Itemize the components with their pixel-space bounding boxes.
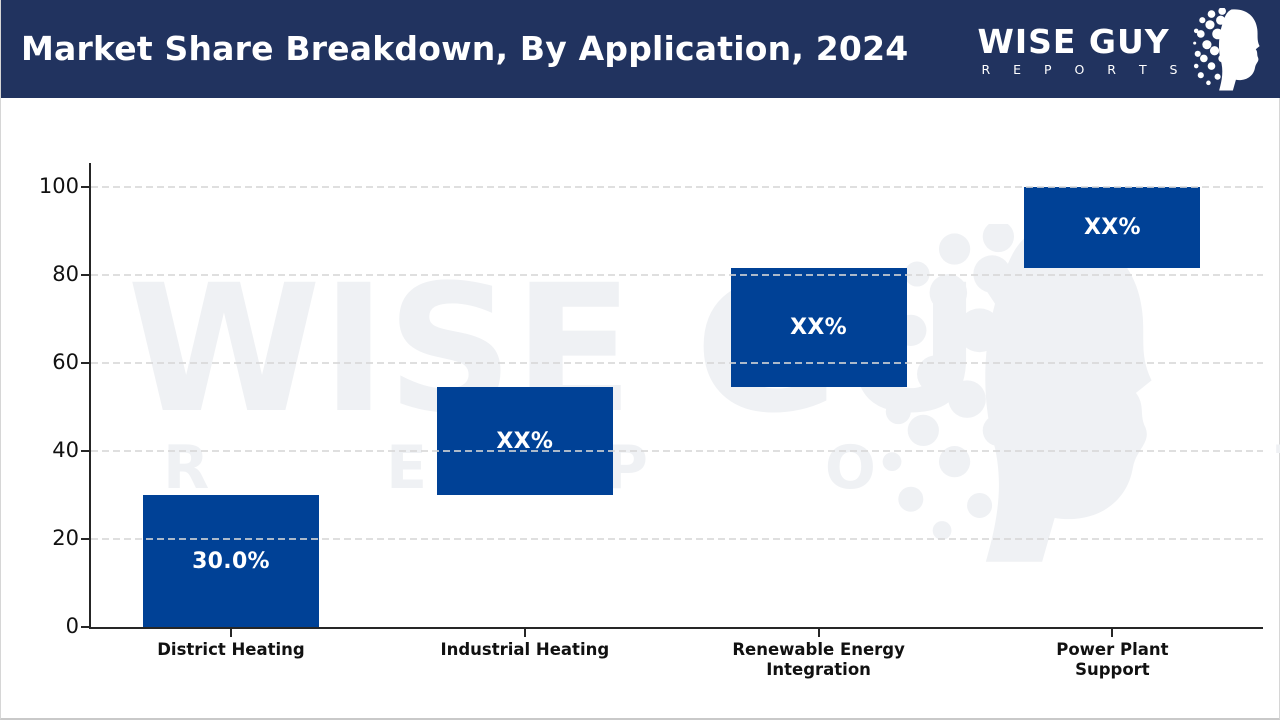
bar-value-label: XX% [790,315,848,341]
bar-value-label: 30.0% [192,548,270,574]
chart-title: Market Share Breakdown, By Application, … [21,29,909,68]
bar-value-label: XX% [1083,215,1141,241]
bar-3: XX% [730,268,907,388]
gridline-60 [91,362,1263,364]
bar-value-label: XX% [496,428,554,454]
logo-face-icon [1193,8,1260,91]
x-category-label-2: Industrial Heating [440,640,610,659]
x-tick-mark-2 [523,629,526,637]
x-category-label-3: Renewable Energy Integration [732,640,905,679]
logo-wordmark: WISE GUY [977,21,1170,61]
x-axis-spine [89,627,1263,629]
y-tick-mark-80 [81,274,89,276]
wise-guy-reports-logo: WISE GUY R E P O R T S [977,7,1269,93]
x-tick-mark-4 [1111,629,1114,637]
y-tick-mark-20 [81,538,89,540]
x-category-label-1: District Heating [157,640,305,659]
gridline-20 [91,538,1263,540]
logo-subtitle: R E P O R T S [981,61,1187,77]
y-tick-mark-40 [81,450,89,452]
y-tick-label-0: 0 [65,614,79,638]
y-axis-spine [89,163,91,629]
x-tick-mark-1 [230,629,232,637]
logo-text: WISE GUY R E P O R T S [977,21,1187,77]
y-tick-label-60: 60 [52,350,79,374]
y-tick-mark-60 [81,362,89,364]
bar-2: XX% [436,387,613,495]
gridline-80 [91,274,1263,276]
gridline-40 [91,450,1263,452]
y-tick-label-100: 100 [38,174,79,198]
x-tick-mark-3 [817,629,820,637]
x-category-label-4: Power Plant Support [1056,640,1169,679]
bar-4: XX% [1024,187,1201,269]
y-tick-mark-100 [81,186,89,188]
y-tick-label-80: 80 [52,262,79,286]
header-bar: Market Share Breakdown, By Application, … [1,0,1280,98]
y-tick-label-40: 40 [52,438,79,462]
gridline-100 [91,186,1263,188]
bar-1: 30.0% [143,495,319,627]
y-tick-mark-0 [81,626,89,628]
y-tick-label-20: 20 [52,526,79,550]
